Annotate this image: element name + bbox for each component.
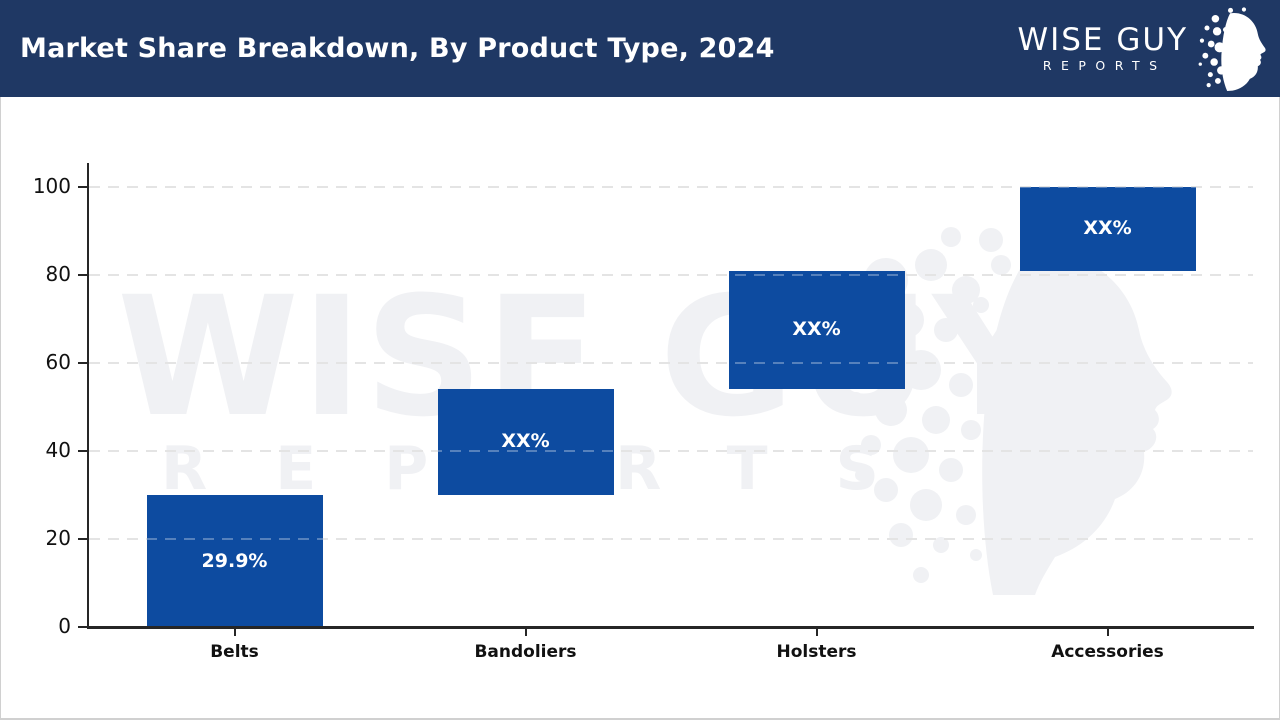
x-axis-line (87, 626, 1254, 629)
bar-holsters: XX% (728, 270, 905, 389)
bar-bandoliers: XX% (437, 388, 614, 496)
page-title: Market Share Breakdown, By Product Type,… (20, 33, 775, 64)
y-tick-label-80: 80 (45, 262, 71, 286)
plot: 29.9% XX% XX% XX% 0 20 40 60 80 100 Belts Bandolie… (1, 97, 1279, 718)
y-tick-label-100: 100 (32, 174, 71, 198)
y-tick-40 (78, 450, 87, 452)
logo-face-icon (1198, 6, 1266, 91)
x-tick-accessories (1106, 629, 1109, 636)
brand-logo: WISE GUY REPORTS (1017, 6, 1266, 91)
y-tick-0 (78, 626, 87, 628)
x-label-holsters: Holsters (776, 642, 857, 662)
x-tick-bandoliers (524, 629, 527, 636)
x-tick-belts (233, 629, 236, 636)
y-axis-line (87, 162, 89, 629)
bar-accessories: XX% (1019, 187, 1196, 271)
x-label-accessories: Accessories (1051, 642, 1164, 662)
brand-line1: WISE GUY (1017, 21, 1188, 58)
bar-belts: 29.9% (146, 495, 323, 627)
bar-value-label: XX% (792, 318, 841, 341)
bar-value-label: XX% (501, 430, 550, 453)
y-tick-label-40: 40 (45, 438, 71, 462)
y-tick-100 (78, 186, 87, 188)
y-tick-60 (78, 362, 87, 364)
x-label-belts: Belts (210, 642, 259, 662)
y-tick-label-20: 20 (45, 526, 71, 550)
y-tick-label-60: 60 (45, 350, 71, 374)
chart-area: WISE GUY REPORTS (0, 97, 1280, 720)
y-tick-80 (78, 274, 87, 276)
bar-value-label: XX% (1083, 217, 1132, 240)
y-tick-label-0: 0 (58, 614, 71, 638)
bar-value-label: 29.9% (201, 549, 268, 572)
y-tick-20 (78, 538, 87, 540)
x-label-bandoliers: Bandoliers (474, 642, 577, 662)
x-tick-holsters (815, 629, 818, 636)
bars-layer: 29.9% XX% XX% XX% (1, 97, 1279, 718)
brand-text: WISE GUY REPORTS (1017, 21, 1188, 73)
brand-line2: REPORTS (1042, 57, 1167, 73)
header: Market Share Breakdown, By Product Type,… (0, 0, 1280, 97)
